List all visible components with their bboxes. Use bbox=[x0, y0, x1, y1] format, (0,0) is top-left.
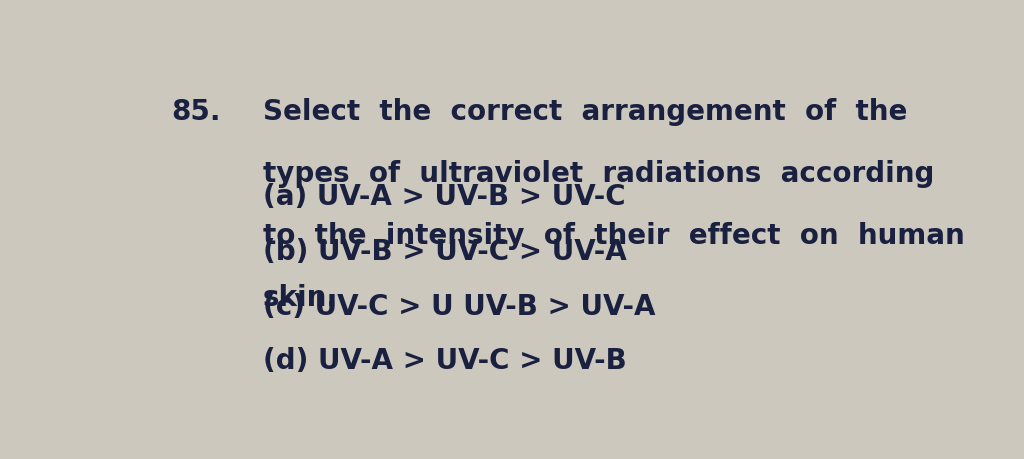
Text: to  the  intensity  of  their  effect  on  human: to the intensity of their effect on huma… bbox=[263, 221, 965, 249]
Text: Select  the  correct  arrangement  of  the: Select the correct arrangement of the bbox=[263, 97, 907, 125]
Text: (b) UV-B > UV-C > UV-A: (b) UV-B > UV-C > UV-A bbox=[263, 237, 627, 265]
Text: types  of  ultraviolet  radiations  according: types of ultraviolet radiations accordin… bbox=[263, 159, 934, 187]
Text: (c) UV-C > U UV-B > UV-A: (c) UV-C > U UV-B > UV-A bbox=[263, 292, 655, 320]
Text: (a) UV-A > UV-B > UV-C: (a) UV-A > UV-B > UV-C bbox=[263, 182, 626, 210]
Text: (d) UV-A > UV-C > UV-B: (d) UV-A > UV-C > UV-B bbox=[263, 347, 627, 375]
Text: skin.: skin. bbox=[263, 283, 338, 311]
Text: 85.: 85. bbox=[172, 97, 221, 125]
